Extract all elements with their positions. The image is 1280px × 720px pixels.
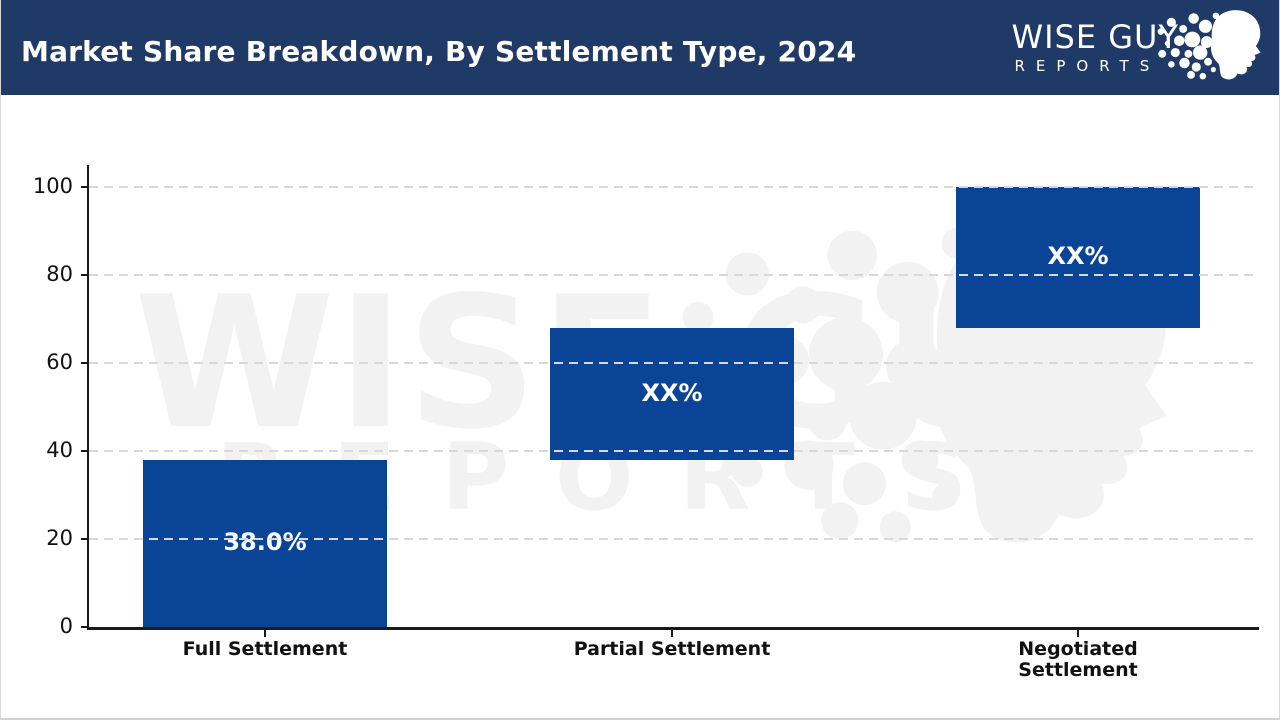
wiseguy-face-icon — [1153, 5, 1271, 91]
chart-title: Market Share Breakdown, By Settlement Ty… — [21, 35, 857, 68]
gridline-80 — [89, 274, 1259, 276]
gridline-40 — [89, 450, 1259, 452]
x-tick-mark — [264, 630, 266, 637]
y-tick-mark — [81, 626, 89, 628]
y-tick-mark — [81, 362, 89, 364]
gridline-60 — [89, 362, 1259, 364]
wiseguy-logo: WISE GUY REPORTS — [1011, 5, 1279, 91]
y-tick-label: 40 — [46, 438, 73, 462]
y-tick-mark — [81, 538, 89, 540]
x-axis-label-partial-settlement: Partial Settlement — [573, 638, 771, 660]
bar-value-label-full-settlement: 38.0% — [223, 528, 307, 557]
y-tick-label: 100 — [32, 174, 73, 198]
y-axis-line — [87, 165, 89, 629]
x-tick-mark — [1077, 630, 1079, 637]
y-tick-label: 80 — [46, 262, 73, 286]
bar-value-label-negotiated-settlement: XX% — [1047, 242, 1109, 271]
x-axis-label-negotiated-settlement: Negotiated Settlement — [1018, 638, 1138, 681]
logo-name-text: WISE GUY — [1011, 17, 1179, 56]
bar-full-settlement: 38.0% — [143, 459, 387, 627]
y-tick-label: 20 — [46, 526, 73, 550]
bar-value-label-partial-settlement: XX% — [641, 378, 703, 407]
bar-partial-settlement: XX% — [550, 327, 794, 460]
y-tick-label: 0 — [59, 614, 73, 638]
x-tick-mark — [671, 630, 673, 637]
wiseguy-logo-text: WISE GUY REPORTS — [1011, 21, 1179, 75]
logo-reports-text: REPORTS — [1014, 56, 1161, 75]
y-tick-mark — [81, 186, 89, 188]
y-tick-label: 60 — [46, 350, 73, 374]
gridline-20 — [89, 538, 1259, 540]
x-axis-label-full-settlement: Full Settlement — [182, 638, 348, 660]
bar-negotiated-settlement: XX% — [956, 187, 1200, 328]
x-axis-line — [87, 627, 1259, 630]
y-tick-mark — [81, 450, 89, 452]
header-bar: Market Share Breakdown, By Settlement Ty… — [1, 0, 1279, 95]
gridline-100 — [89, 186, 1259, 188]
y-tick-mark — [81, 274, 89, 276]
